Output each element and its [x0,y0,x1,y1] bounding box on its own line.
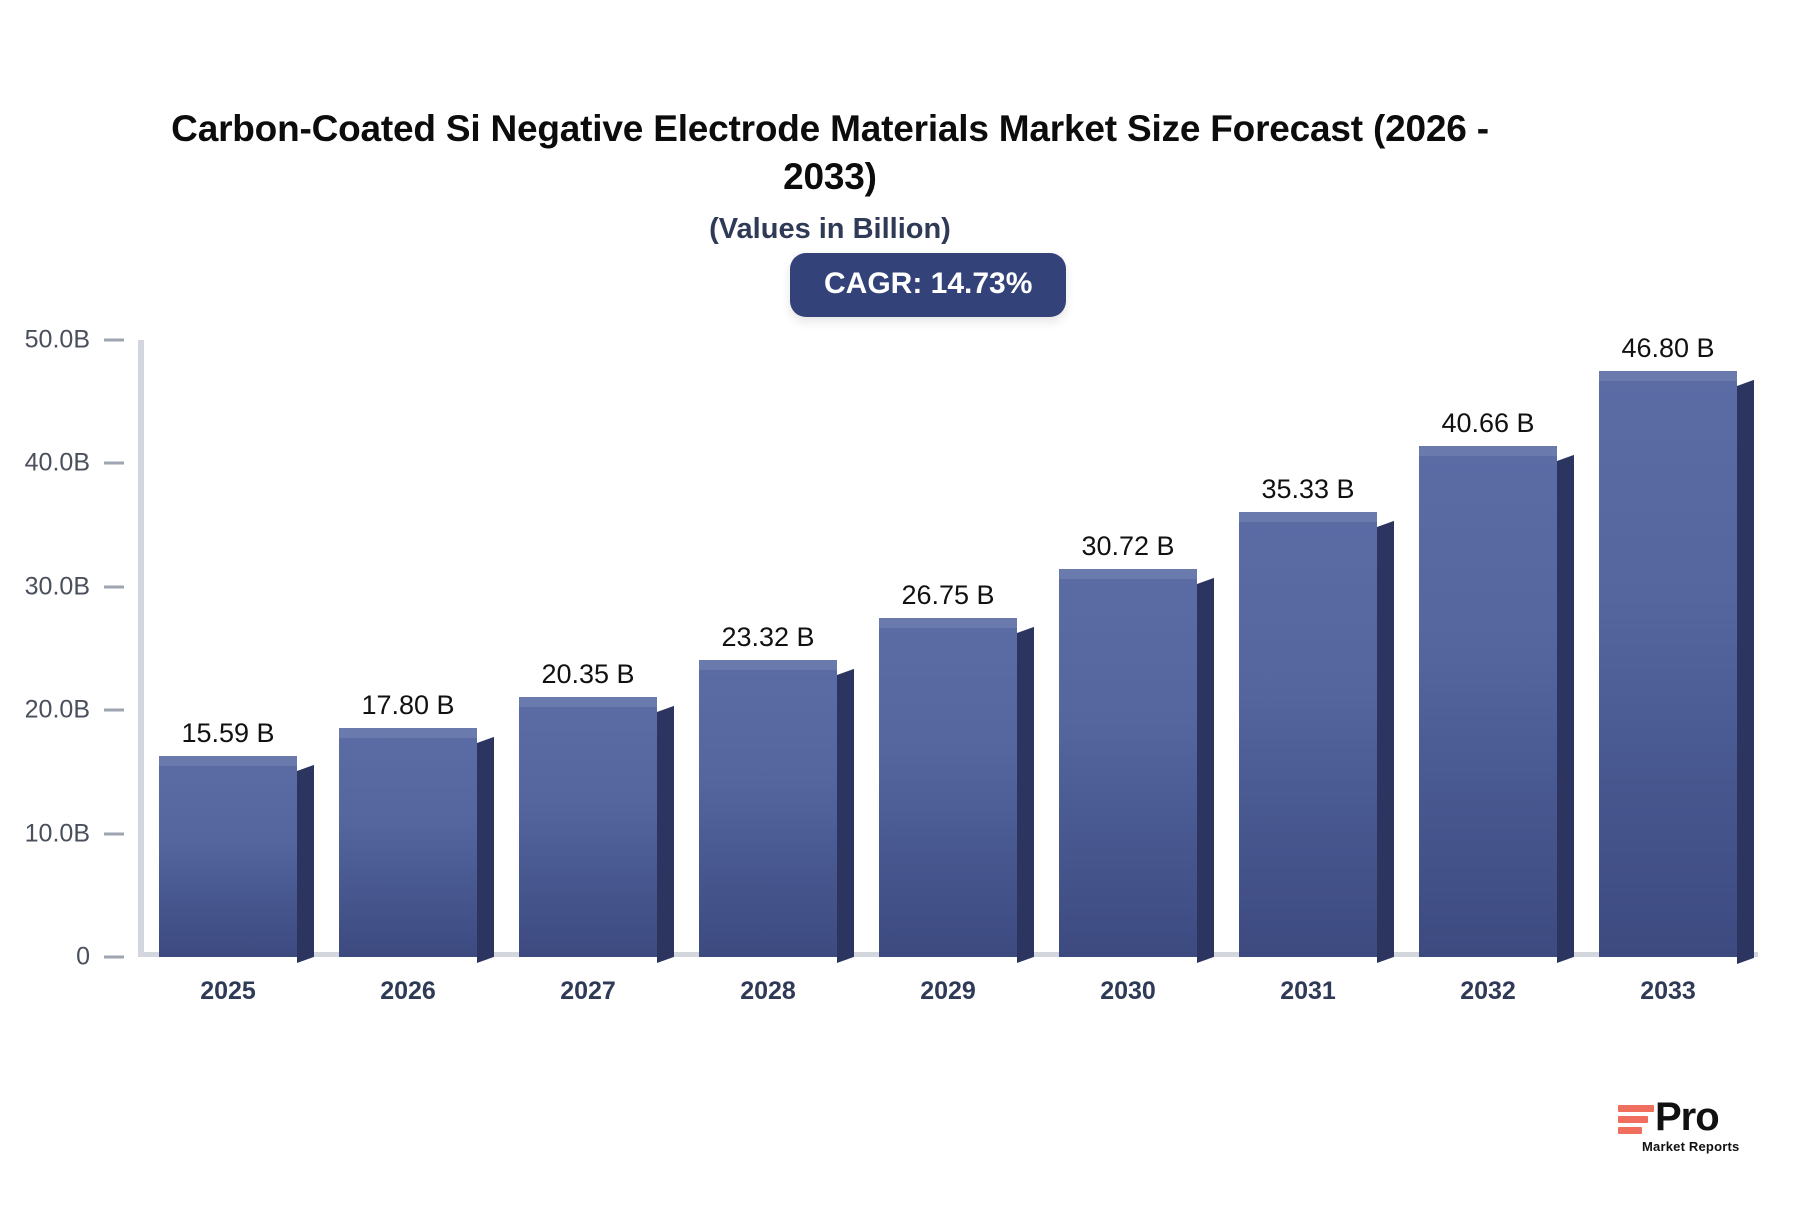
bar-top-face [879,617,1017,628]
x-axis-tick-label: 2027 [560,977,616,1005]
bar-side-face [1377,520,1394,963]
y-axis-tick-mark [104,708,124,712]
bar-column[interactable]: 40.66 B [1419,340,1574,963]
bar-value-label: 35.33 B [1261,474,1355,505]
x-axis-tick-label: 2029 [920,977,976,1005]
bar-side-face [297,764,314,963]
bar-side-face [477,737,494,963]
y-axis-line [138,340,144,957]
x-axis-tick-label: 2028 [740,977,796,1005]
bar-column[interactable]: 23.32 B [699,340,854,963]
y-axis-tick-mark [104,832,124,836]
bar-value-label: 46.80 B [1621,332,1715,363]
bar-top-face [519,696,657,707]
y-axis-tick-label: 40.0B [24,448,90,477]
bar-column[interactable]: 26.75 B [879,340,1034,963]
bar-column[interactable]: 20.35 B [519,340,674,963]
bar-front-face [879,626,1017,957]
y-axis-tick-mark [104,338,124,342]
bar-column[interactable]: 35.33 B [1239,340,1394,963]
y-axis-tick-mark [104,585,124,589]
bar-front-face [1239,521,1377,957]
bar-front-face [339,737,477,957]
y-axis-tick: 50.0B [0,326,138,355]
bar-front-face [519,705,657,957]
y-axis-tick: 20.0B [0,696,138,725]
bar-value-label: 26.75 B [901,579,995,610]
bar[interactable]: 15.59 B [159,718,314,963]
x-axis-tick-label: 2030 [1100,977,1156,1005]
bar-top-face [699,660,837,671]
bar-value-label: 23.32 B [721,622,815,653]
bar-series: 15.59 B 17.80 B 20.35 B 23.32 B 26.75 B 30.72… [138,333,1758,963]
bar-value-label: 17.80 B [361,690,455,721]
bar-top-face [1599,370,1737,381]
y-axis-tick: 40.0B [0,449,138,478]
y-axis-tick-label: 10.0B [24,819,90,848]
cagr-badge: CAGR: 14.73% [790,253,1067,317]
x-axis-tick-label: 2026 [380,977,436,1005]
bar-side-face [1197,577,1214,963]
y-axis-tick: 30.0B [0,572,138,601]
bar-front-face [1419,455,1557,957]
logo-row: Pro [1618,1095,1778,1139]
bar-value-label: 40.66 B [1441,408,1535,439]
logo-tagline: Market Reports [1642,1139,1740,1154]
x-axis-tick-label: 2025 [200,977,256,1005]
bar-column[interactable]: 46.80 B [1599,333,1754,963]
logo-bars-icon [1618,1098,1654,1134]
logo-name: Pro [1655,1095,1720,1139]
y-axis-tick-label: 50.0B [24,325,90,354]
x-axis-tick-label: 2033 [1640,977,1696,1005]
bar-top-face [1239,512,1377,523]
bar-side-face [1557,455,1574,963]
bar-front-face [1599,379,1737,957]
bar[interactable]: 40.66 B [1419,408,1574,963]
bar[interactable]: 23.32 B [699,622,854,963]
x-axis-tick-label: 2032 [1460,977,1516,1005]
bar-top-face [1419,446,1557,457]
bar-top-face [339,728,477,739]
y-axis-tick: 10.0B [0,819,138,848]
x-axis-tick-label: 2031 [1280,977,1336,1005]
bar[interactable]: 35.33 B [1239,474,1394,963]
x-axis-ticks: 2025 2026 2027 2028 2029 2030 2031 2032 2033 [138,977,1758,1017]
y-axis-tick-mark [104,461,124,465]
plot-area: 0 10.0B 20.0B 30.0B 40.0B 50.0B 15.59 B 17.80 … [25,326,1758,971]
bar-column[interactable]: 30.72 B [1059,340,1214,963]
bar-side-face [1737,379,1754,963]
y-axis-tick: 0 [0,943,138,972]
y-axis-tick-mark [104,955,124,959]
y-axis-tick-label: 30.0B [24,572,90,601]
y-axis-tick-label: 0 [76,942,90,971]
bar-column[interactable]: 15.59 B [159,340,314,963]
bar[interactable]: 46.80 B [1599,333,1754,963]
bar[interactable]: 17.80 B [339,690,494,963]
bar-value-label: 15.59 B [181,717,275,748]
bar-top-face [159,755,297,766]
bar-top-face [1059,568,1197,579]
y-axis-tick-label: 20.0B [24,695,90,724]
bar-side-face [657,705,674,963]
bar-value-label: 30.72 B [1081,530,1175,561]
bar-column[interactable]: 17.80 B [339,340,494,963]
bar-front-face [1059,577,1197,957]
bar-front-face [699,669,837,957]
bar-side-face [1017,626,1034,963]
title-block: Carbon-Coated Si Negative Electrode Mate… [140,105,1520,246]
bar-value-label: 20.35 B [541,658,635,689]
bar[interactable]: 30.72 B [1059,531,1214,963]
bar-front-face [159,764,297,957]
brand-logo: Pro Market Reports [1618,1095,1778,1170]
page-title: Carbon-Coated Si Negative Electrode Mate… [171,108,1489,198]
chart-subtitle: (Values in Billion) [709,213,951,246]
bar[interactable]: 26.75 B [879,580,1034,963]
bar[interactable]: 20.35 B [519,659,674,963]
bar-side-face [837,669,854,963]
